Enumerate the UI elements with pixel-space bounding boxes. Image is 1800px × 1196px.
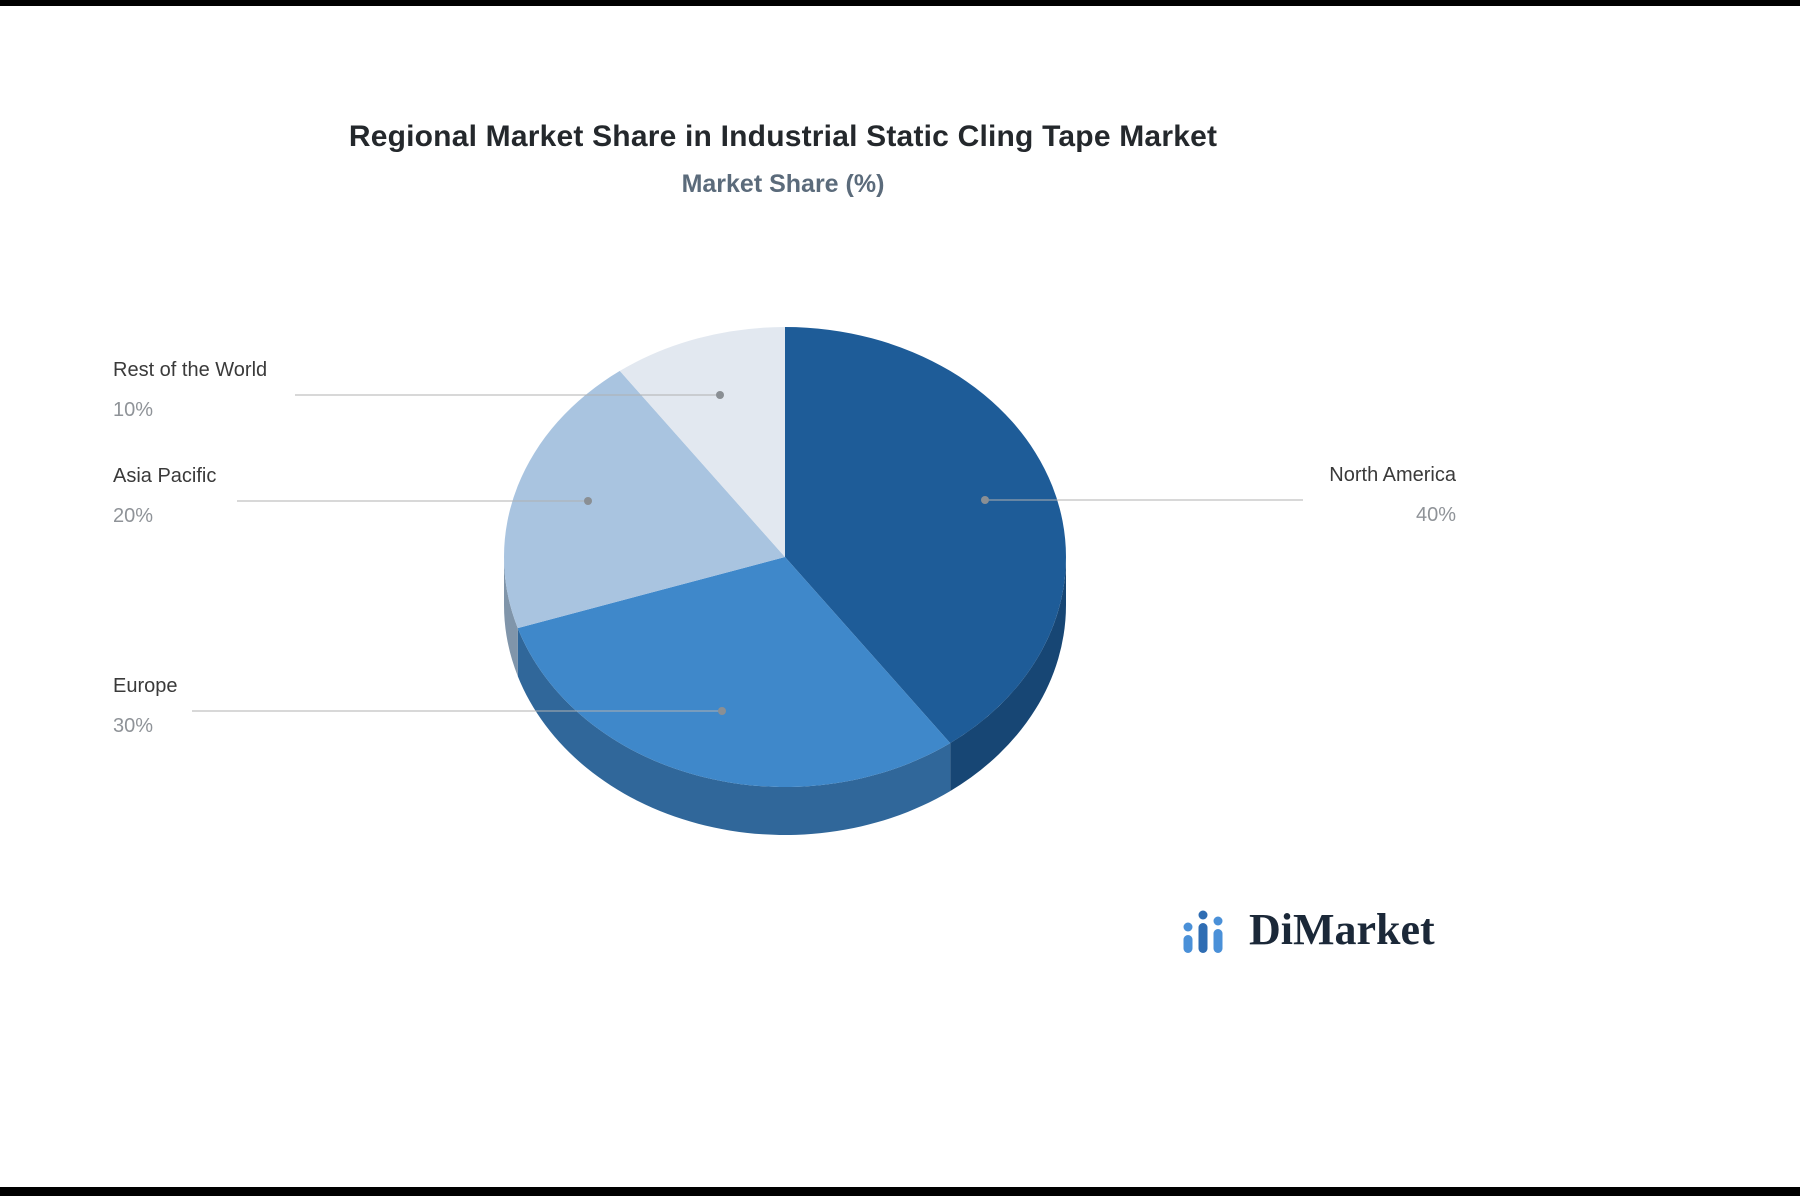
brand-name: DiMarket — [1249, 904, 1435, 954]
leader-lines — [192, 394, 1303, 712]
label-europe: Europe 30% — [113, 674, 178, 738]
leader-dot-rest-of-the-world — [716, 391, 724, 399]
slice-value: 20% — [113, 505, 154, 527]
label-north-america: North America 40% — [1329, 463, 1456, 527]
pie-slice-side-europe — [517, 628, 951, 835]
pie-slice-asia-pacific — [503, 370, 785, 629]
pie-slice-side-asia-pacific — [504, 557, 518, 677]
leader-dot-asia-pacific — [584, 497, 592, 505]
leader-dot-north-america — [981, 496, 989, 504]
leader-dot-europe — [718, 707, 726, 715]
slice-label: Rest of the World — [113, 359, 268, 381]
chart-header: Regional Market Share in Industrial Stat… — [0, 120, 1566, 199]
leader-dots — [584, 391, 989, 715]
label-asia-pacific: Asia Pacific 20% — [113, 464, 216, 528]
slice-label: North America — [1329, 464, 1456, 486]
bottom-border — [0, 1187, 1800, 1196]
pie-slice-side-north-america — [950, 557, 1066, 792]
slice-value: 10% — [113, 399, 154, 421]
label-rest-of-the-world: Rest of the World 10% — [113, 358, 267, 422]
slice-value: 40% — [1415, 504, 1456, 526]
pie-slice-europe — [517, 557, 951, 787]
pie-slices — [503, 327, 1066, 835]
bar-chart-logo-icon — [1183, 910, 1223, 953]
chart-subtitle: Market Share (%) — [681, 170, 885, 198]
pie-slice-north-america — [785, 327, 1066, 744]
top-border — [0, 0, 1800, 6]
slice-label: Asia Pacific — [113, 465, 217, 487]
chart-title: Regional Market Share in Industrial Stat… — [348, 120, 1218, 153]
brand-logo: DiMarket — [1183, 903, 1435, 955]
pie-slice-rest-of-the-world — [619, 327, 785, 557]
slice-value: 30% — [113, 715, 154, 737]
slice-label: Europe — [113, 675, 178, 697]
